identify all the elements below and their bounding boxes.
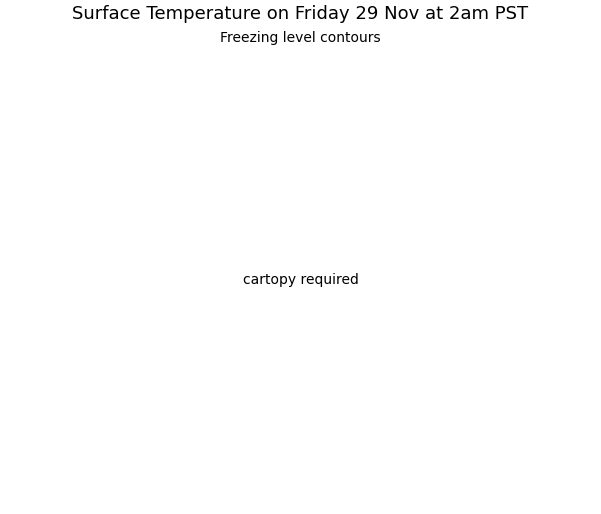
- Text: cartopy required: cartopy required: [243, 273, 358, 287]
- Text: Freezing level contours: Freezing level contours: [220, 31, 381, 45]
- Text: Surface Temperature on Friday 29 Nov at 2am PST: Surface Temperature on Friday 29 Nov at …: [73, 5, 528, 23]
